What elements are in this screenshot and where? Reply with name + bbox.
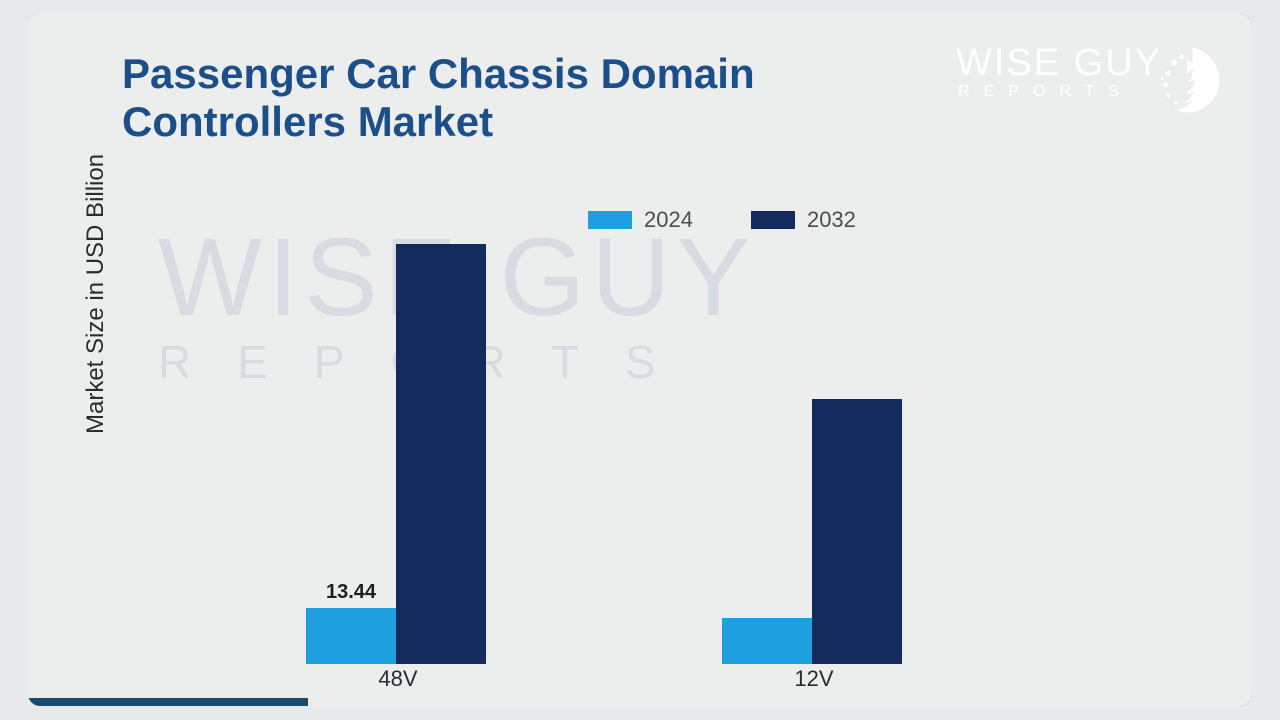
brand-logo: WISE GUY REPORTS (956, 42, 1226, 122)
bar-48V-2032 (396, 244, 486, 664)
chart-card: WISE GUY REPORTS WISE GUY REPORTS Passen… (28, 14, 1252, 706)
legend-item-2032: 2032 (751, 206, 856, 233)
legend: 2024 2032 (588, 206, 856, 233)
bar-12V-2032 (812, 399, 902, 664)
plot-area: 13.4448V12V (148, 244, 968, 684)
x-axis-label: 12V (704, 666, 924, 692)
bar-12V-2024 (722, 618, 812, 664)
footer-accent (28, 698, 308, 706)
bar-48V-2024 (306, 608, 396, 664)
legend-swatch-2032 (751, 211, 795, 229)
chart-title: Passenger Car Chassis Domain Controllers… (122, 50, 802, 147)
legend-swatch-2024 (588, 211, 632, 229)
legend-item-2024: 2024 (588, 206, 693, 233)
y-axis-label: Market Size in USD Billion (82, 154, 110, 434)
x-axis-label: 48V (288, 666, 508, 692)
bar-value-label: 13.44 (306, 581, 396, 604)
logo-head-icon (1152, 42, 1226, 116)
